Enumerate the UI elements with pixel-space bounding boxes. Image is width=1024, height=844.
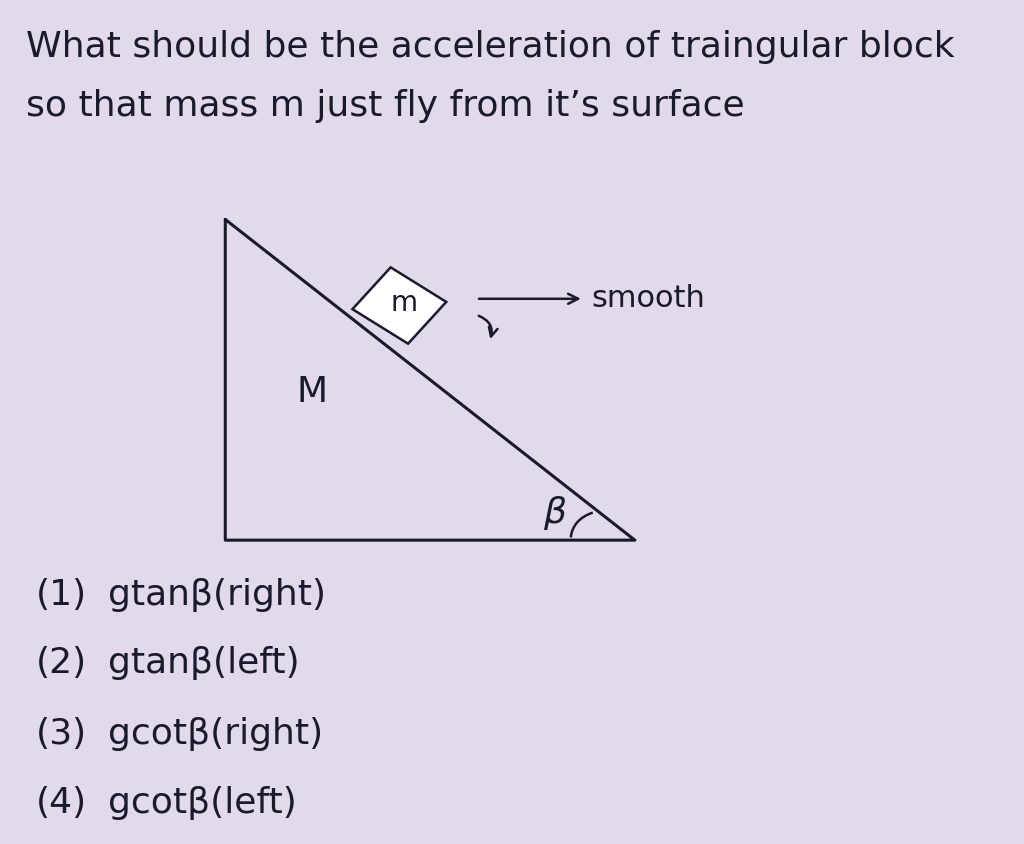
- Text: m: m: [391, 289, 418, 317]
- Text: β: β: [544, 496, 566, 530]
- Text: smooth: smooth: [592, 284, 706, 313]
- Text: (2): (2): [36, 646, 87, 679]
- Text: gtanβ(right): gtanβ(right): [108, 578, 326, 612]
- Text: (4): (4): [36, 787, 87, 820]
- Text: gcotβ(right): gcotβ(right): [108, 717, 323, 751]
- Text: gtanβ(left): gtanβ(left): [108, 646, 299, 679]
- Text: gcotβ(left): gcotβ(left): [108, 787, 296, 820]
- Text: M: M: [297, 376, 328, 409]
- Text: What should be the acceleration of traingular block: What should be the acceleration of train…: [26, 30, 954, 63]
- Polygon shape: [352, 268, 446, 344]
- Text: (1): (1): [36, 578, 87, 612]
- Text: (3): (3): [36, 717, 87, 751]
- Text: so that mass m just fly from it’s surface: so that mass m just fly from it’s surfac…: [26, 89, 744, 122]
